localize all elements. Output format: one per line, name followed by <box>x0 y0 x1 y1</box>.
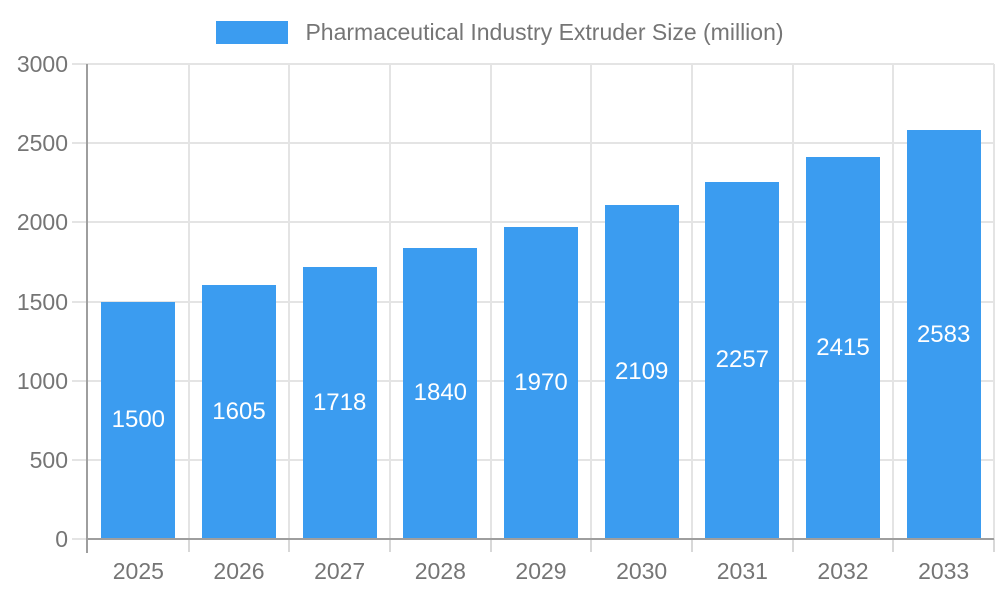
y-axis-tick <box>72 142 88 145</box>
gridline-vertical <box>489 64 492 539</box>
legend-swatch <box>216 20 289 44</box>
bar-value-label: 2583 <box>916 320 971 348</box>
x-tick-label: 2027 <box>314 558 366 584</box>
x-axis-tick <box>590 539 593 552</box>
gridline-vertical <box>892 64 895 539</box>
gridline-vertical <box>691 64 693 539</box>
x-axis-tick <box>288 539 291 552</box>
bar-value-label: 1500 <box>111 406 166 434</box>
x-axis-tick <box>389 539 391 552</box>
x-axis-tick <box>791 539 794 552</box>
y-tick-label: 2000 <box>16 209 68 236</box>
bar-2028[interactable] <box>403 247 478 539</box>
y-tick-label: 0 <box>55 526 68 552</box>
bar-value-label: 1970 <box>514 369 568 397</box>
bar-value-label: 2257 <box>715 346 770 374</box>
bar-value-label: 1605 <box>212 397 266 425</box>
x-tick-label: 2032 <box>817 558 869 584</box>
y-tick-label: 500 <box>29 446 68 473</box>
gridline-vertical <box>590 64 593 539</box>
bar-2033[interactable] <box>906 130 981 539</box>
gridline-vertical <box>288 64 291 539</box>
x-tick-label: 2025 <box>112 558 164 584</box>
bar-2025[interactable] <box>101 301 176 539</box>
x-axis-tick <box>187 539 190 552</box>
bar-value-label: 1718 <box>312 388 367 416</box>
y-axis-tick <box>72 221 88 224</box>
bar-2026[interactable] <box>202 284 276 539</box>
y-tick-label: 1500 <box>16 288 68 315</box>
gridline-horizontal <box>88 142 994 145</box>
gridline-vertical <box>993 64 995 539</box>
gridline-vertical <box>187 64 190 539</box>
legend-label: Pharmaceutical Industry Extruder Size (m… <box>305 19 784 45</box>
bar-2027[interactable] <box>302 266 377 539</box>
y-axis-tick <box>72 458 88 461</box>
x-tick-label: 2026 <box>213 558 265 584</box>
y-axis-tick <box>72 300 88 303</box>
bar-value-label: 2109 <box>614 358 669 386</box>
gridline-horizontal <box>88 63 994 65</box>
bar-value-label: 2415 <box>816 333 870 361</box>
x-axis-tick <box>993 539 995 552</box>
y-axis-tick <box>72 538 88 540</box>
x-tick-label: 2030 <box>616 558 668 584</box>
y-tick-label: 1000 <box>16 367 68 394</box>
x-axis-line <box>86 538 994 540</box>
y-tick-label: 3000 <box>16 51 68 77</box>
y-tick-label: 2500 <box>16 130 68 157</box>
x-axis-tick <box>489 539 492 552</box>
x-tick-label: 2033 <box>918 558 970 584</box>
gridline-horizontal <box>88 221 994 224</box>
x-tick-label: 2029 <box>515 558 567 584</box>
bar-2030[interactable] <box>604 205 679 539</box>
y-axis-line <box>86 64 88 553</box>
gridline-vertical <box>791 64 794 539</box>
x-axis-tick <box>892 539 895 552</box>
legend-item[interactable]: Pharmaceutical Industry Extruder Size (m… <box>216 19 784 45</box>
bar-2029[interactable] <box>504 227 578 539</box>
bar-value-label: 1840 <box>413 379 468 407</box>
y-axis-tick <box>72 63 88 65</box>
x-tick-label: 2031 <box>716 558 768 584</box>
chart-legend: Pharmaceutical Industry Extruder Size (m… <box>0 18 1000 46</box>
bar-2031[interactable] <box>705 181 780 539</box>
y-axis-tick <box>72 379 88 382</box>
x-tick-label: 2028 <box>414 558 466 584</box>
gridline-vertical <box>389 64 391 539</box>
bar-2032[interactable] <box>806 156 880 539</box>
x-axis-tick <box>691 539 693 552</box>
